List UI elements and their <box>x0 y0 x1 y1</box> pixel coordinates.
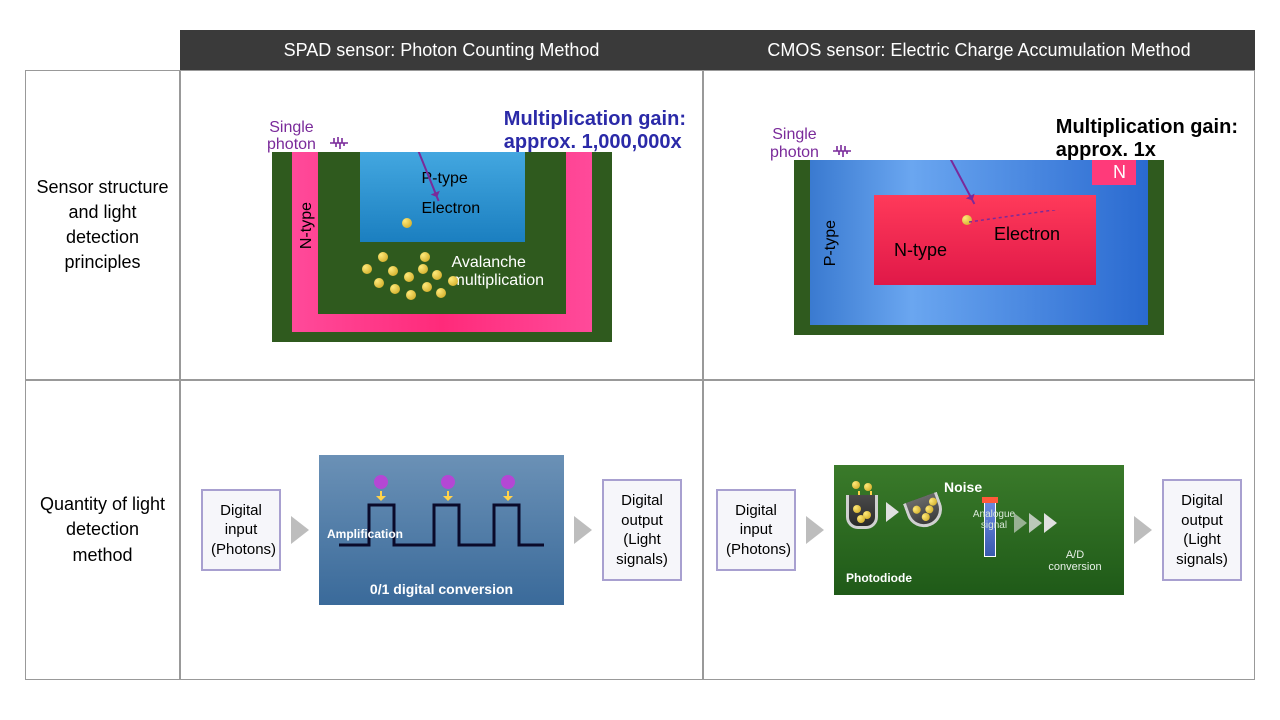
cmos-quantity-cell: Digital input (Photons) <box>703 380 1255 680</box>
spad-electron-label: Electron <box>422 200 481 218</box>
photon-spark-icon <box>831 140 853 162</box>
spad-structure-cell: Single photon Multiplication gain: appro… <box>180 70 703 380</box>
mini-arrow-icon <box>1014 513 1027 533</box>
row-label-quantity: Quantity of light detection method <box>25 380 180 680</box>
photon-spark-icon <box>328 132 350 154</box>
spad-gain-label: Multiplication gain: approx. 1,000,000x <box>504 108 686 154</box>
comparison-table: SPAD sensor: Photon Counting Method CMOS… <box>25 30 1255 680</box>
mini-arrow-icon <box>886 502 899 522</box>
spad-diagram: N-type P-type Electron Avalanche multipl… <box>272 152 612 342</box>
amp-label: Amplification <box>327 527 403 541</box>
noise-label: Noise <box>944 479 982 495</box>
mini-arrow-icon <box>1044 513 1057 533</box>
row-label-structure: Sensor structure and light detection pri… <box>25 70 180 380</box>
spad-quantity-panel: Amplification 0/1 digital conversion <box>319 455 564 605</box>
cmos-structure-cell: Single photon Multiplication gain: appro… <box>703 70 1255 380</box>
header-spad: SPAD sensor: Photon Counting Method <box>180 30 703 70</box>
cmos-n-label: N-type <box>894 240 947 261</box>
spad-avalanche-label: Avalanche multiplication <box>452 254 544 289</box>
output-box: Digital output (Light signals) <box>1162 479 1242 581</box>
spad-photon-label: Single photon <box>267 119 316 154</box>
output-box: Digital output (Light signals) <box>602 479 682 581</box>
spad-quantity-cell: Digital input (Photons) Amplification 0/… <box>180 380 703 680</box>
pd-label: Photodiode <box>846 571 912 585</box>
arrow-right-icon <box>574 516 592 544</box>
arrow-right-icon <box>1134 516 1152 544</box>
spad-n-label: N-type <box>298 202 316 249</box>
cmos-p-label: P-type <box>822 220 840 266</box>
cmos-photon-label: Single photon <box>770 126 819 161</box>
arrow-right-icon <box>291 516 309 544</box>
cmos-fd-label: N <box>1113 162 1126 183</box>
input-box: Digital input (Photons) <box>201 489 281 572</box>
cmos-diagram: N P-type N-type Electron <box>794 160 1164 335</box>
cmos-quantity-panel: Noise Photodiode Analogue signal A/D con… <box>834 465 1124 595</box>
input-box: Digital input (Photons) <box>716 489 796 572</box>
corner-cell <box>25 30 180 70</box>
conv-label: 0/1 digital conversion <box>319 581 564 597</box>
header-cmos: CMOS sensor: Electric Charge Accumulatio… <box>703 30 1255 70</box>
cmos-gain-label: Multiplication gain: approx. 1x <box>1056 116 1238 162</box>
ad-label: A/D conversion <box>1040 549 1110 573</box>
mini-arrow-icon <box>1029 513 1042 533</box>
arrow-right-icon <box>806 516 824 544</box>
